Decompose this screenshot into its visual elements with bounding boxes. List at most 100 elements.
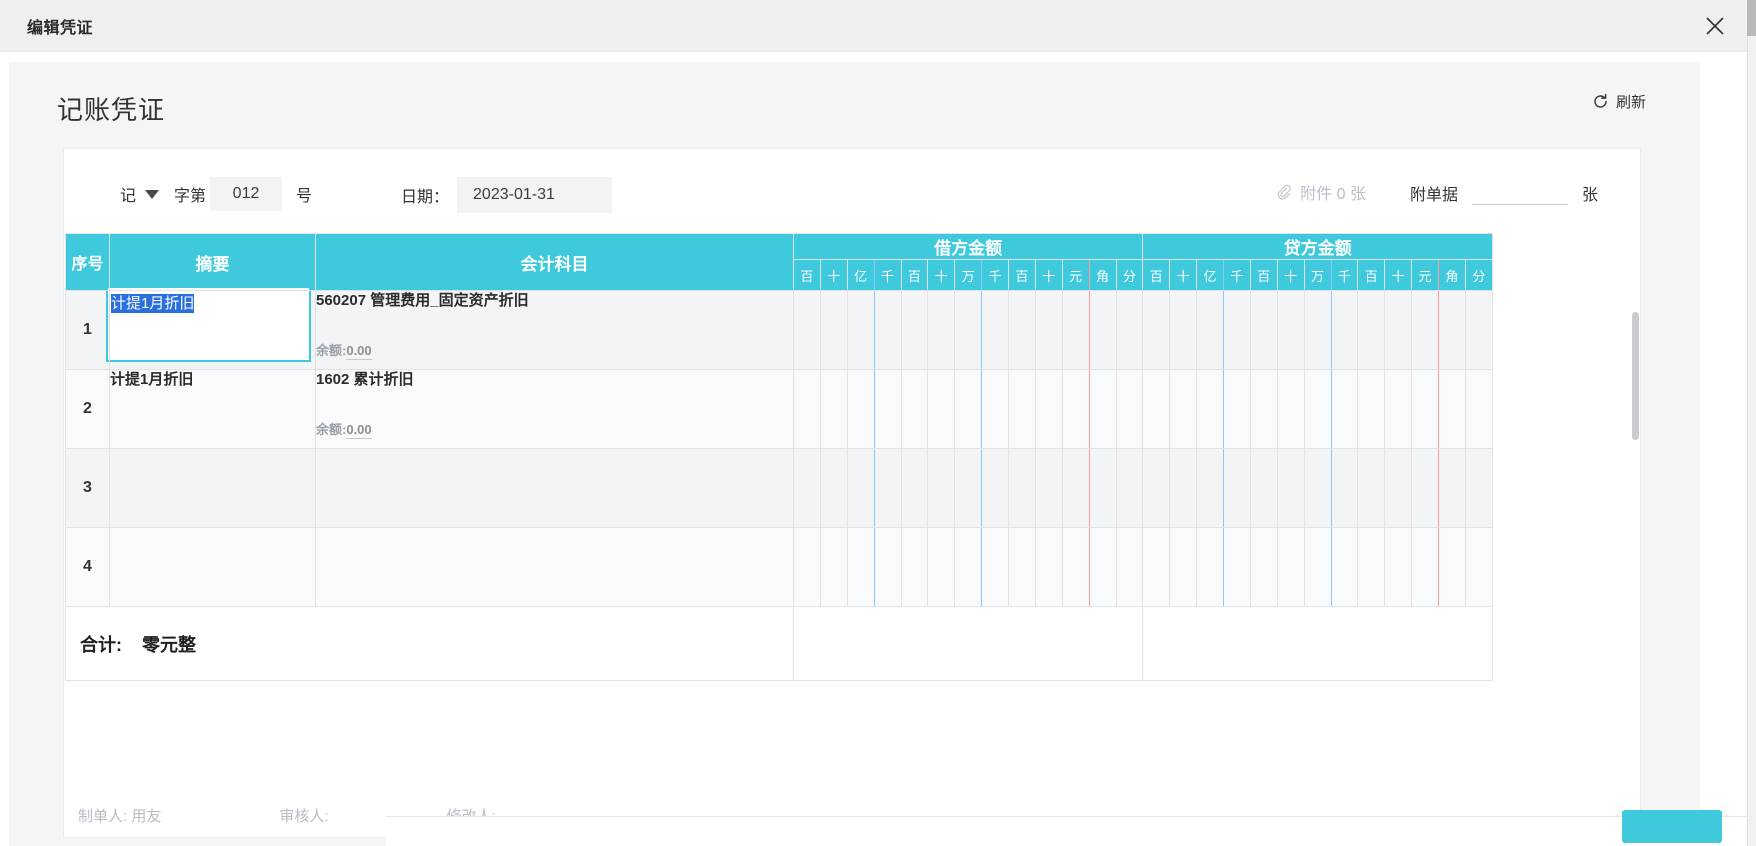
- row-credit-digit-9[interactable]: [1384, 448, 1413, 528]
- row-abstract-cell[interactable]: [109, 527, 316, 607]
- row-credit-digit-11[interactable]: [1438, 369, 1466, 449]
- row-debit-digit-3[interactable]: [873, 448, 902, 528]
- row-abstract-cell[interactable]: 计提1月折旧: [109, 369, 316, 449]
- row-debit-digit-1[interactable]: [819, 290, 848, 370]
- row-debit-digit-12[interactable]: [1115, 527, 1144, 607]
- row-debit-digit-10[interactable]: [1061, 290, 1090, 370]
- close-icon[interactable]: [1700, 11, 1730, 41]
- row-credit-digit-0[interactable]: [1142, 290, 1171, 370]
- row-credit-digit-1[interactable]: [1169, 448, 1198, 528]
- row-credit-digit-12[interactable]: [1464, 290, 1494, 370]
- voucher-number-input[interactable]: [210, 177, 283, 211]
- page-scrollbar-thumb[interactable]: [1747, 0, 1756, 36]
- row-credit-digit-0[interactable]: [1142, 448, 1171, 528]
- abstract-input[interactable]: 计提1月折旧: [106, 286, 311, 362]
- row-credit-digit-1[interactable]: [1169, 527, 1198, 607]
- row-credit-digit-8[interactable]: [1357, 448, 1386, 528]
- row-debit-digit-6[interactable]: [954, 290, 983, 370]
- table-row[interactable]: 4: [65, 527, 1494, 607]
- row-debit-digit-0[interactable]: [793, 527, 821, 607]
- row-debit-digit-9[interactable]: [1034, 448, 1063, 528]
- row-credit-digit-2[interactable]: [1196, 448, 1224, 528]
- row-debit-digit-5[interactable]: [927, 369, 956, 449]
- row-account-cell[interactable]: [315, 448, 794, 528]
- row-debit-digit-8[interactable]: [1008, 448, 1036, 528]
- row-debit-digit-2[interactable]: [846, 369, 875, 449]
- row-abstract-cell[interactable]: [109, 448, 316, 528]
- row-debit-digit-4[interactable]: [900, 290, 929, 370]
- row-debit-digit-1[interactable]: [819, 448, 848, 528]
- row-credit-digit-3[interactable]: [1223, 369, 1251, 449]
- row-debit-digit-6[interactable]: [954, 527, 983, 607]
- row-credit-digit-7[interactable]: [1330, 527, 1359, 607]
- row-credit-digit-5[interactable]: [1276, 527, 1305, 607]
- row-credit-digit-9[interactable]: [1384, 290, 1413, 370]
- row-debit-digit-6[interactable]: [954, 448, 983, 528]
- row-credit-digit-5[interactable]: [1276, 448, 1305, 528]
- row-account-cell[interactable]: 560207 管理费用_固定资产折旧 余额:0.00: [315, 290, 794, 370]
- row-credit-digit-12[interactable]: [1464, 369, 1494, 449]
- row-credit-digit-8[interactable]: [1357, 369, 1386, 449]
- row-credit-digit-9[interactable]: [1384, 527, 1413, 607]
- row-debit-digit-4[interactable]: [900, 369, 929, 449]
- row-credit-digit-11[interactable]: [1438, 290, 1466, 370]
- row-debit-digit-7[interactable]: [981, 448, 1009, 528]
- row-credit-digit-4[interactable]: [1249, 290, 1278, 370]
- row-debit-digit-1[interactable]: [819, 369, 848, 449]
- row-credit-digit-4[interactable]: [1249, 448, 1278, 528]
- row-credit-digit-10[interactable]: [1411, 527, 1439, 607]
- row-credit-digit-0[interactable]: [1142, 369, 1171, 449]
- row-account-cell[interactable]: [315, 527, 794, 607]
- row-debit-digit-7[interactable]: [981, 527, 1009, 607]
- row-credit-digit-11[interactable]: [1438, 448, 1466, 528]
- row-credit-digit-5[interactable]: [1276, 369, 1305, 449]
- table-row[interactable]: 2 计提1月折旧 1602 累计折旧 余额:0.00: [65, 369, 1494, 449]
- row-credit-digit-2[interactable]: [1196, 369, 1224, 449]
- page-scrollbar[interactable]: [1747, 0, 1756, 846]
- row-debit-digit-9[interactable]: [1034, 527, 1063, 607]
- row-abstract-cell[interactable]: 计提1月折旧: [106, 286, 316, 370]
- attachment-button[interactable]: 附件 0 张: [1276, 180, 1366, 204]
- documents-input[interactable]: [1471, 179, 1568, 205]
- row-debit-digit-5[interactable]: [927, 290, 956, 370]
- voucher-date-input[interactable]: [457, 177, 613, 213]
- row-debit-digit-12[interactable]: [1115, 448, 1144, 528]
- row-debit-digit-7[interactable]: [981, 290, 1009, 370]
- row-credit-digit-0[interactable]: [1142, 527, 1171, 607]
- row-debit-digit-10[interactable]: [1061, 448, 1090, 528]
- row-debit-digit-7[interactable]: [981, 369, 1009, 449]
- row-debit-digit-9[interactable]: [1034, 369, 1063, 449]
- row-credit-digit-7[interactable]: [1330, 448, 1359, 528]
- row-debit-digit-8[interactable]: [1008, 527, 1036, 607]
- row-credit-digit-1[interactable]: [1169, 290, 1198, 370]
- row-debit-digit-2[interactable]: [846, 448, 875, 528]
- row-credit-digit-2[interactable]: [1196, 527, 1224, 607]
- row-credit-digit-12[interactable]: [1464, 448, 1494, 528]
- row-credit-digit-2[interactable]: [1196, 290, 1224, 370]
- row-debit-digit-11[interactable]: [1088, 527, 1117, 607]
- row-debit-digit-3[interactable]: [873, 290, 902, 370]
- row-debit-digit-11[interactable]: [1088, 290, 1117, 370]
- row-credit-digit-7[interactable]: [1330, 369, 1359, 449]
- row-credit-digit-3[interactable]: [1223, 448, 1251, 528]
- row-debit-digit-4[interactable]: [900, 448, 929, 528]
- row-debit-digit-5[interactable]: [927, 448, 956, 528]
- row-credit-digit-3[interactable]: [1223, 290, 1251, 370]
- confirm-button[interactable]: [1622, 810, 1722, 843]
- row-debit-digit-10[interactable]: [1061, 527, 1090, 607]
- row-credit-digit-6[interactable]: [1303, 290, 1332, 370]
- row-debit-digit-1[interactable]: [819, 527, 848, 607]
- row-credit-digit-12[interactable]: [1464, 527, 1494, 607]
- row-credit-digit-10[interactable]: [1411, 369, 1439, 449]
- row-debit-digit-12[interactable]: [1115, 369, 1144, 449]
- row-debit-digit-9[interactable]: [1034, 290, 1063, 370]
- row-debit-digit-8[interactable]: [1008, 290, 1036, 370]
- row-credit-digit-11[interactable]: [1438, 527, 1466, 607]
- row-credit-digit-6[interactable]: [1303, 527, 1332, 607]
- row-debit-digit-11[interactable]: [1088, 369, 1117, 449]
- row-credit-digit-6[interactable]: [1303, 369, 1332, 449]
- row-credit-digit-3[interactable]: [1223, 527, 1251, 607]
- row-debit-digit-0[interactable]: [793, 369, 821, 449]
- row-credit-digit-8[interactable]: [1357, 527, 1386, 607]
- row-debit-digit-8[interactable]: [1008, 369, 1036, 449]
